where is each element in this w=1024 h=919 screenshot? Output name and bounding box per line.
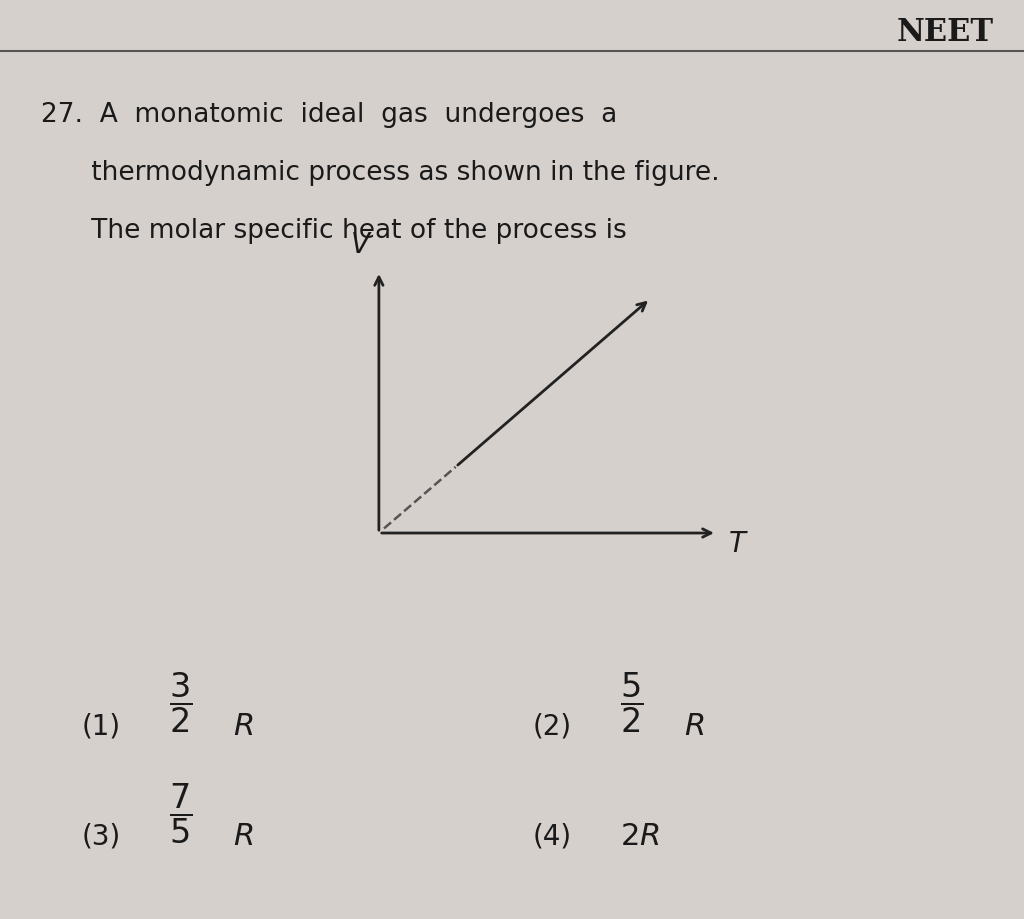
Text: $R$: $R$	[233, 711, 254, 741]
Text: $R$: $R$	[233, 822, 254, 851]
Text: T: T	[729, 530, 746, 558]
Text: (1): (1)	[82, 712, 121, 740]
Text: (2): (2)	[532, 712, 571, 740]
Text: $R$: $R$	[684, 711, 705, 741]
Text: (3): (3)	[82, 823, 121, 850]
Text: NEET: NEET	[896, 17, 993, 48]
Text: $\dfrac{5}{2}$: $\dfrac{5}{2}$	[620, 671, 643, 735]
Text: The molar specific heat of the process is: The molar specific heat of the process i…	[41, 218, 627, 244]
Text: $\dfrac{7}{5}$: $\dfrac{7}{5}$	[169, 781, 193, 845]
Text: (4): (4)	[532, 823, 571, 850]
Text: 27.  A  monatomic  ideal  gas  undergoes  a: 27. A monatomic ideal gas undergoes a	[41, 102, 617, 128]
Text: $2R$: $2R$	[620, 822, 659, 851]
Text: $\dfrac{3}{2}$: $\dfrac{3}{2}$	[169, 671, 193, 735]
Text: thermodynamic process as shown in the figure.: thermodynamic process as shown in the fi…	[41, 160, 720, 186]
Text: V: V	[351, 232, 370, 259]
